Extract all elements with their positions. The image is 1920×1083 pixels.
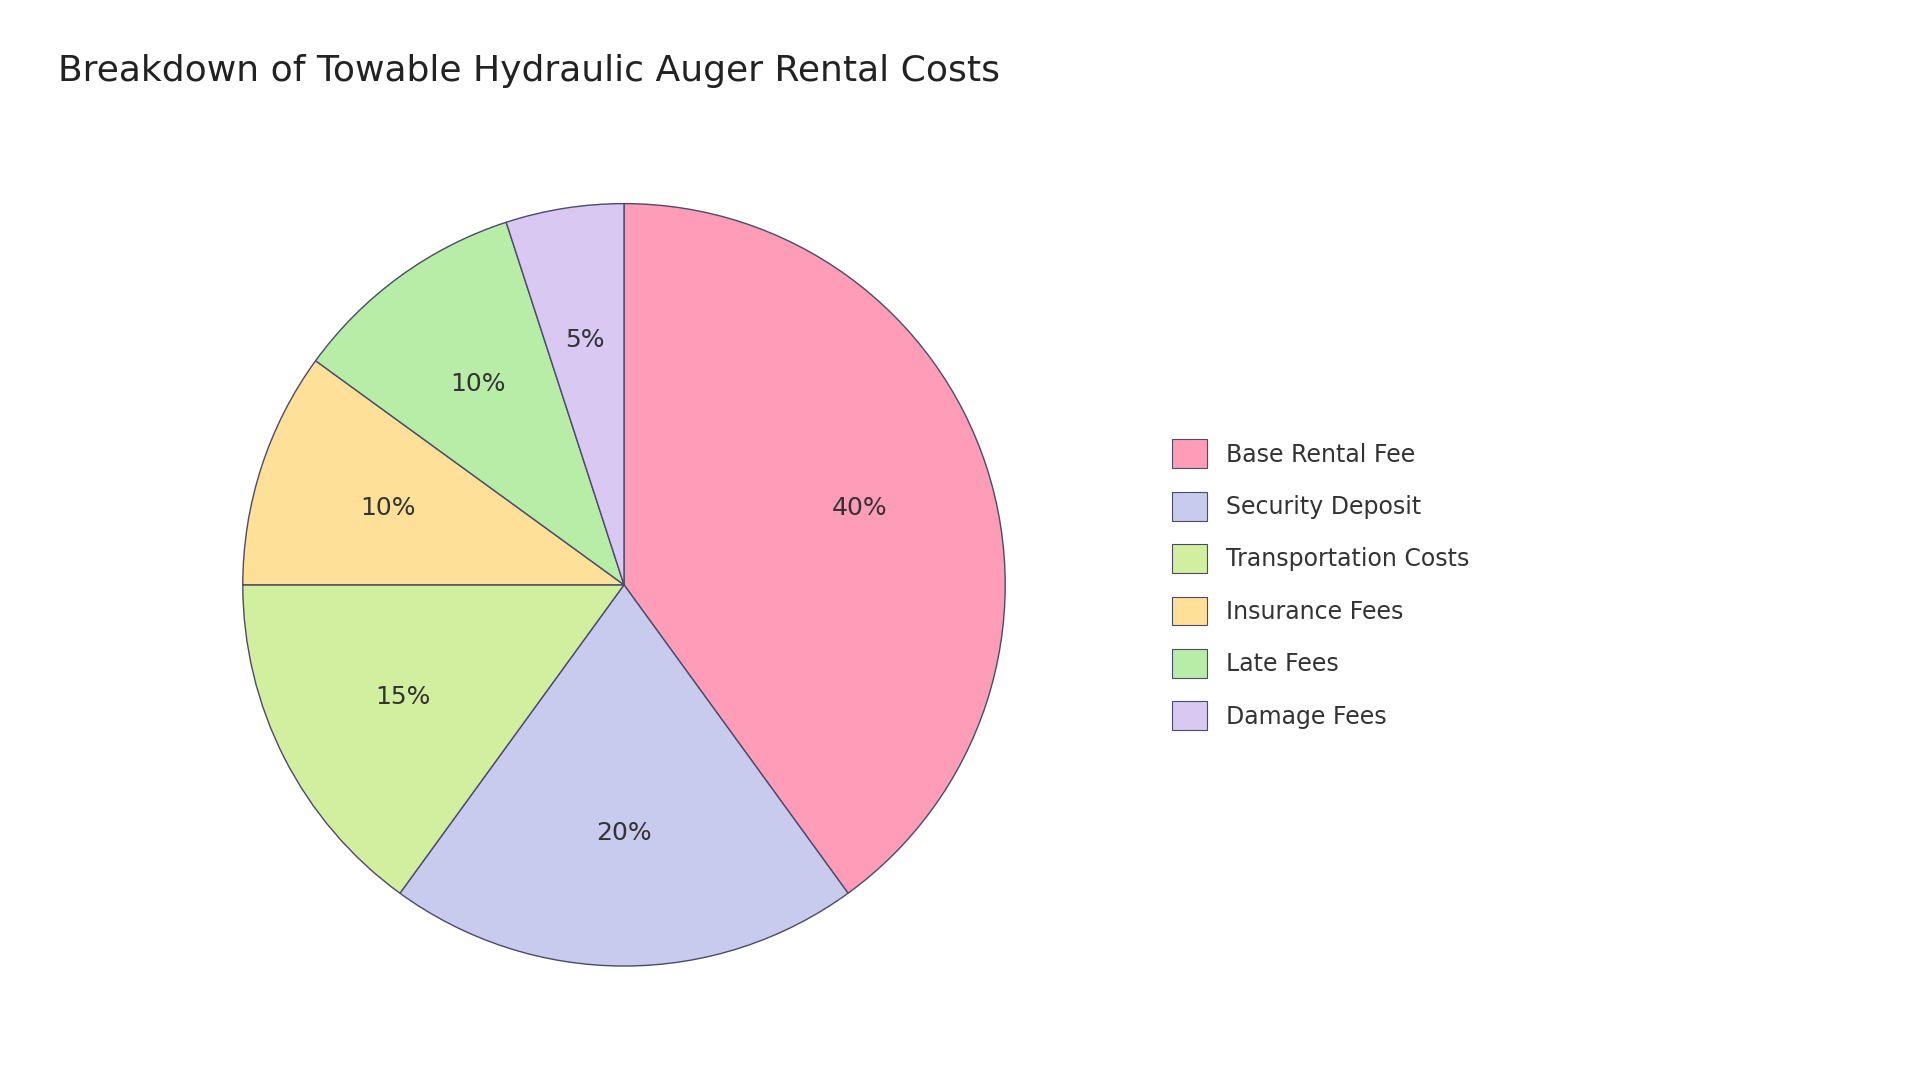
Wedge shape [399,585,849,966]
Text: 5%: 5% [566,328,605,352]
Wedge shape [507,204,624,585]
Text: 15%: 15% [376,686,430,709]
Text: 20%: 20% [597,821,651,845]
Wedge shape [242,585,624,893]
Wedge shape [315,222,624,585]
Text: 40%: 40% [831,496,887,520]
Legend: Base Rental Fee, Security Deposit, Transportation Costs, Insurance Fees, Late Fe: Base Rental Fee, Security Deposit, Trans… [1160,428,1480,742]
Wedge shape [624,204,1006,893]
Text: 10%: 10% [451,373,507,396]
Wedge shape [242,361,624,585]
Text: 10%: 10% [361,496,417,520]
Text: Breakdown of Towable Hydraulic Auger Rental Costs: Breakdown of Towable Hydraulic Auger Ren… [58,54,1000,88]
